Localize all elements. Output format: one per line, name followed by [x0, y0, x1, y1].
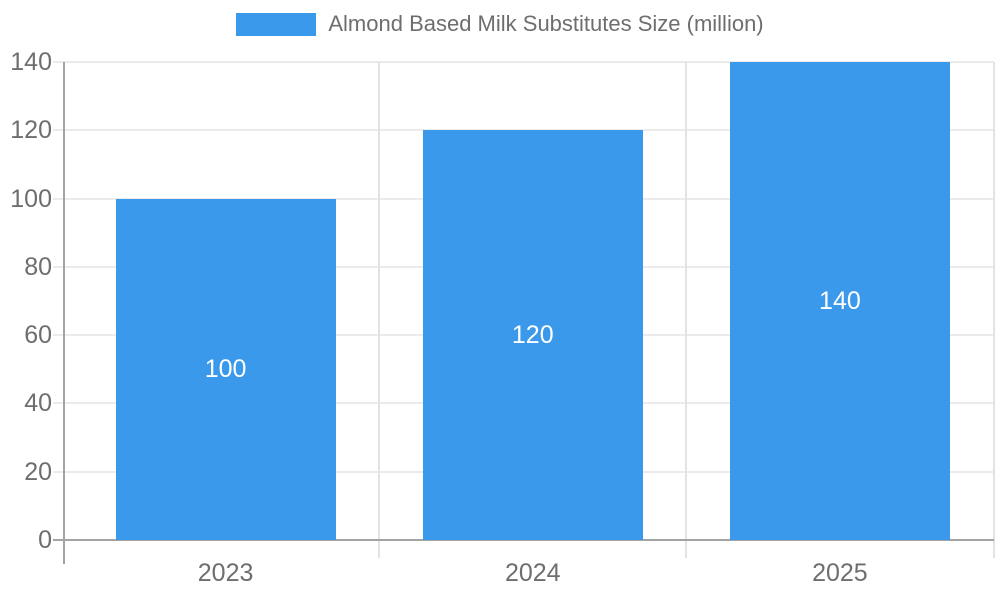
y-axis-tick-label: 60 [24, 321, 52, 350]
y-axis-tick-label: 120 [10, 116, 52, 145]
y-axis-tick-label: 40 [24, 389, 52, 418]
x-axis-tick-label: 2024 [504, 559, 561, 587]
y-axis-tick-label: 100 [10, 184, 52, 213]
bar-value-label: 120 [511, 321, 554, 350]
x-axis-tick-label: 2023 [197, 559, 254, 587]
bar-2025[interactable] [729, 62, 950, 540]
y-axis-tick-label: 0 [38, 526, 52, 554]
legend-item[interactable]: Almond Based Milk Substitutes Size (mill… [236, 11, 764, 36]
category-boundary-line [685, 62, 688, 558]
category-boundary-line [992, 62, 995, 558]
y-gridline [53, 61, 994, 63]
y-axis-tick-label: 80 [24, 252, 52, 281]
y-axis-tick-label: 20 [24, 457, 52, 486]
x-axis-line [53, 539, 994, 541]
bar-value-label: 100 [204, 355, 247, 384]
chart-legend: Almond Based Milk Substitutes Size (mill… [0, 0, 1000, 48]
y-axis-tick-label: 140 [10, 48, 52, 76]
x-axis-tick-label: 2025 [812, 559, 868, 587]
bar-2024[interactable] [422, 130, 643, 540]
legend-series-label: Almond Based Milk Substitutes Size (mill… [328, 11, 764, 36]
y-axis-line [63, 62, 65, 564]
bar-value-label: 140 [819, 287, 861, 315]
legend-swatch-icon [236, 12, 317, 36]
bar-2023[interactable] [115, 198, 336, 540]
category-boundary-line [378, 62, 381, 558]
